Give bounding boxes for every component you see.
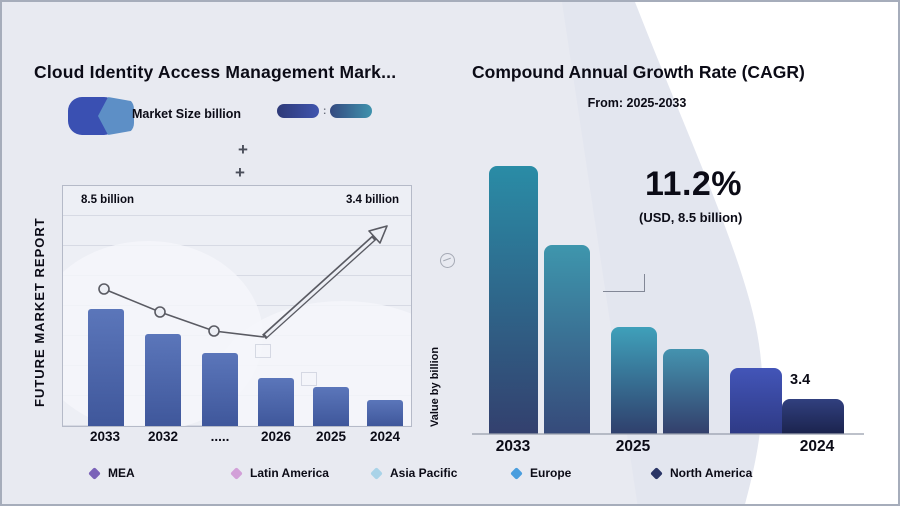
x-tick-label: 2033	[89, 429, 121, 444]
legend-item: North America	[650, 466, 753, 480]
trend-arrow	[98, 225, 388, 340]
cagr-bar	[663, 349, 709, 434]
legend-label: North America	[670, 466, 753, 480]
legend-label: Asia Pacific	[390, 466, 458, 480]
window-icon	[255, 344, 271, 358]
cagr-bar	[730, 368, 782, 434]
legend-item: Latin America	[230, 466, 329, 480]
value-axis-label: Value by billion	[429, 346, 441, 427]
cagr-bar	[544, 245, 590, 434]
x-tick-label: 2032	[147, 429, 179, 444]
diamond-icon	[230, 466, 243, 480]
ratio-colon: :	[323, 105, 327, 117]
market-size-bar	[258, 378, 294, 426]
right-x-labels: 2033 2025 2024	[472, 438, 872, 458]
window-icon	[301, 372, 317, 386]
market-size-bar	[367, 400, 403, 426]
step-line	[603, 274, 645, 292]
right-subtitle: From: 2025-2033	[587, 96, 687, 110]
market-size-bar	[88, 309, 124, 426]
ratio-pill-right	[330, 104, 373, 118]
diamond-icon	[88, 466, 101, 480]
chart-start-value: 8.5 billion	[81, 194, 135, 206]
market-size-bar	[313, 387, 349, 426]
market-size-label: Market Size billion	[132, 107, 242, 121]
x-tick-label: 2024	[799, 438, 835, 455]
market-size-chart-panel: 8.5 billion 3.4 billion	[62, 185, 412, 427]
clock-icon	[440, 253, 455, 268]
annotation-2024-value: 3.4	[790, 372, 811, 388]
x-tick-label: 2024	[369, 429, 401, 444]
legend-label: Europe	[530, 466, 572, 480]
diamond-icon	[650, 466, 663, 480]
x-tick-label: 2033	[495, 438, 531, 455]
cagr-caption: (USD, 8.5 billion)	[639, 210, 743, 225]
right-bars	[472, 162, 872, 434]
ratio-pills: :	[277, 104, 373, 118]
cagr-value: 11.2%	[645, 165, 743, 203]
legend-label: MEA	[108, 466, 135, 480]
diamond-icon	[370, 466, 383, 480]
x-tick-label: .....	[210, 429, 230, 444]
legend-label: Latin America	[250, 466, 329, 480]
cagr-bar	[782, 399, 844, 434]
cagr-bar	[489, 166, 538, 434]
chart-end-value: 3.4 billion	[345, 194, 399, 206]
market-size-bar	[145, 334, 181, 426]
cagr-bar	[611, 327, 657, 434]
x-tick-label: 2026	[260, 429, 292, 444]
ratio-pill-left	[277, 104, 319, 118]
plus-icon: +	[235, 163, 245, 182]
diamond-icon	[510, 466, 523, 480]
legend-item: MEA	[88, 466, 135, 480]
right-axis-line	[472, 433, 864, 435]
plus-icon: +	[238, 140, 248, 159]
legend-item: Asia Pacific	[370, 466, 458, 480]
left-bars	[63, 186, 411, 426]
left-title: Cloud Identity Access Management Mark...	[34, 62, 397, 82]
region-legend: MEA Latin America Asia Pacific Europe North …	[2, 466, 898, 490]
legend-item: Europe	[510, 466, 572, 480]
market-size-bar	[202, 353, 238, 426]
x-tick-label: 2025	[315, 429, 347, 444]
x-tick-label: 2025	[615, 438, 651, 455]
future-market-report-label: FUTURE MARKET REPORT	[32, 217, 47, 407]
left-x-labels: 2033 2032..... 2026 2025 2024	[62, 429, 412, 447]
right-title: Compound Annual Growth Rate (CAGR)	[472, 62, 805, 82]
market-size-icon	[68, 97, 146, 135]
